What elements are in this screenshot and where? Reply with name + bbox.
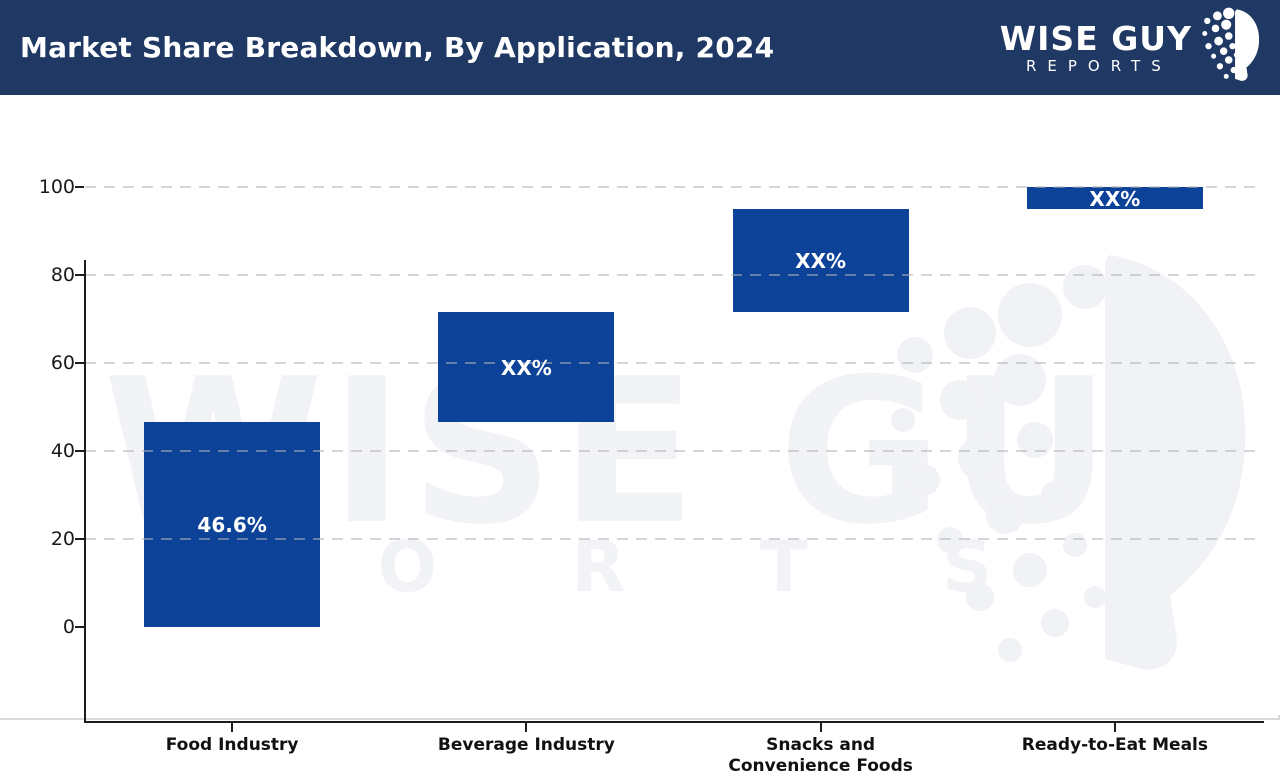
wise-guy-logo: WISE GUY REPORTS — [1000, 7, 1262, 89]
watermark-subtitle: P O R T S — [192, 526, 1048, 608]
grid-line — [85, 186, 1262, 188]
x-category-label: Beverage Industry — [437, 735, 615, 755]
x-tick-mark — [819, 723, 822, 732]
logo-subtitle: REPORTS — [1025, 56, 1172, 75]
bar — [144, 421, 321, 627]
y-tick-mark — [75, 186, 84, 188]
watermark-face-icon — [891, 255, 1246, 670]
y-tick-label: 100 — [38, 176, 75, 198]
logo-wordmark: WISE GUY — [999, 18, 1192, 58]
y-tick-label: 60 — [50, 352, 75, 374]
header-bar: Market Share Breakdown, By Application, … — [0, 0, 1280, 95]
y-tick-mark — [75, 362, 84, 364]
page-title: Market Share Breakdown, By Application, … — [20, 31, 775, 64]
x-category-label: Ready-to-Eat Meals — [1021, 735, 1208, 755]
waterfall-chart: WISE GU P O R T S 0 20 40 60 80 100 46.6% Food … — [0, 95, 1280, 776]
y-tick-mark — [75, 626, 84, 628]
x-tick-mark — [525, 723, 528, 732]
bar-value-label: XX% — [795, 249, 847, 274]
bar-value-label: XX% — [500, 355, 552, 380]
x-tick-mark — [231, 723, 234, 732]
bar — [438, 311, 615, 422]
logo-face-icon — [1202, 7, 1260, 81]
y-tick-mark — [75, 538, 84, 540]
grid-line — [85, 274, 1262, 276]
bar — [1026, 187, 1203, 209]
x-category-label: Food Industry — [165, 735, 299, 755]
y-tick-mark — [75, 450, 84, 452]
grid-line — [85, 362, 1262, 364]
y-axis-line — [84, 260, 86, 723]
x-tick-mark — [1113, 723, 1116, 732]
y-tick-label: 80 — [50, 264, 75, 286]
y-tick-label: 0 — [62, 616, 75, 638]
bar — [732, 209, 909, 312]
y-tick-mark — [75, 274, 84, 276]
y-tick-label: 40 — [50, 440, 75, 462]
logo-text: WISE GUY REPORTS — [1000, 22, 1192, 74]
y-tick-label: 20 — [50, 528, 75, 550]
grid-line — [85, 538, 1262, 540]
x-axis-line — [84, 721, 1264, 723]
x-category-label: Snacks and Convenience Foods — [728, 735, 913, 777]
bar-value-label: XX% — [1089, 187, 1141, 211]
bar-value-label: 46.6% — [197, 513, 267, 538]
grid-line — [85, 450, 1262, 452]
